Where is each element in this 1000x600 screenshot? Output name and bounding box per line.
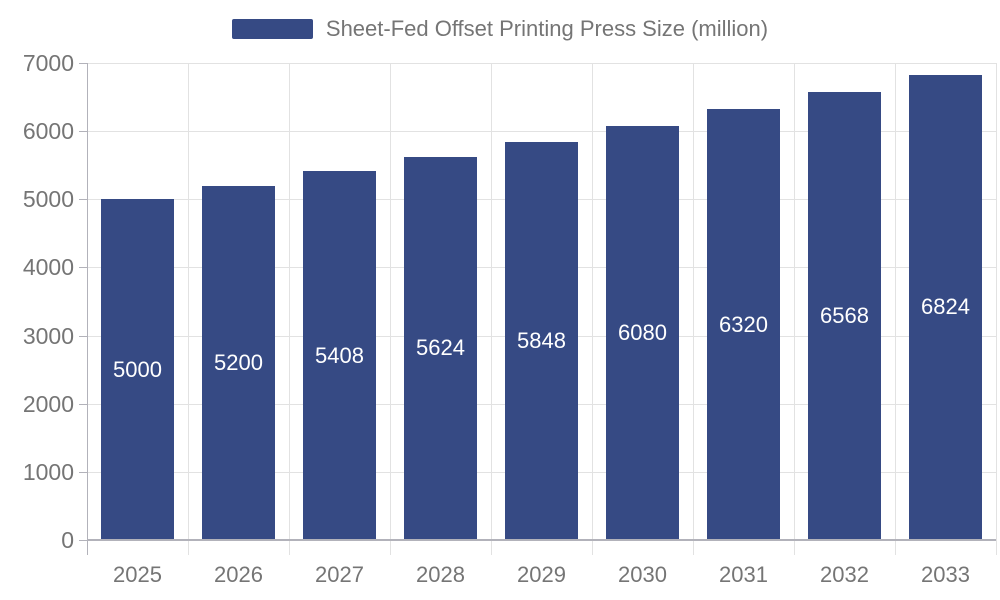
bar-value-label: 5848 [517, 327, 566, 353]
bar-value-label: 6568 [820, 303, 869, 329]
bar-value-label: 6320 [719, 311, 768, 337]
v-gridline [289, 63, 290, 555]
x-axis-label: 2033 [921, 562, 970, 587]
bar-2025[interactable] [101, 199, 174, 540]
bar-2026[interactable] [202, 185, 275, 540]
x-axis-label: 2032 [820, 562, 869, 587]
bar-2028[interactable] [404, 156, 477, 540]
y-axis-tick [79, 131, 87, 133]
x-axis-line [87, 539, 996, 541]
bar-2027[interactable] [303, 171, 376, 540]
y-axis-tick [79, 63, 87, 64]
bar-2029[interactable] [505, 141, 578, 540]
bar-value-label: 5200 [214, 349, 263, 375]
y-axis-tick [79, 403, 87, 405]
y-axis-label: 3000 [22, 322, 74, 349]
y-axis-line [87, 63, 88, 555]
x-axis-label: 2027 [315, 562, 364, 587]
chart-legend[interactable]: Sheet-Fed Offset Printing Press Size (mi… [0, 16, 1000, 42]
legend-swatch [231, 19, 313, 39]
bar-2031[interactable] [707, 109, 780, 540]
bar-value-label: 5000 [113, 356, 162, 382]
v-gridline [592, 63, 593, 555]
y-axis-label: 4000 [22, 254, 74, 281]
bar-value-label: 5408 [315, 342, 364, 368]
bar-value-label: 5624 [416, 335, 465, 361]
bar-2032[interactable] [808, 92, 881, 540]
bar-value-label: 6824 [921, 294, 970, 320]
h-gridline [87, 63, 996, 64]
x-axis-label: 2029 [517, 562, 566, 587]
x-axis-label: 2031 [719, 562, 768, 587]
v-gridline [996, 63, 997, 555]
x-axis-label: 2030 [618, 562, 667, 587]
h-gridline [87, 131, 996, 133]
y-axis-tick [79, 335, 87, 337]
y-axis-tick [79, 199, 87, 201]
y-axis-label: 1000 [22, 458, 74, 485]
bar-value-label: 6080 [618, 319, 667, 345]
legend-label: Sheet-Fed Offset Printing Press Size (mi… [325, 16, 769, 41]
y-axis-tick [79, 267, 87, 269]
bar-2033[interactable] [909, 74, 982, 540]
v-gridline [693, 63, 694, 555]
y-axis-tick [79, 540, 87, 541]
x-axis-label: 2028 [416, 562, 465, 587]
v-gridline [794, 63, 795, 555]
y-axis-label: 0 [61, 527, 74, 553]
v-gridline [188, 63, 189, 555]
v-gridline [491, 63, 492, 555]
y-axis-tick [79, 471, 87, 473]
y-axis-label: 6000 [22, 118, 74, 145]
y-axis-label: 7000 [22, 50, 74, 76]
x-axis-label: 2025 [113, 562, 162, 587]
v-gridline [390, 63, 391, 555]
x-axis-label: 2026 [214, 562, 263, 587]
v-gridline [895, 63, 896, 555]
y-axis-label: 2000 [22, 390, 74, 417]
y-axis-label: 5000 [22, 186, 74, 213]
bar-2030[interactable] [606, 125, 679, 540]
